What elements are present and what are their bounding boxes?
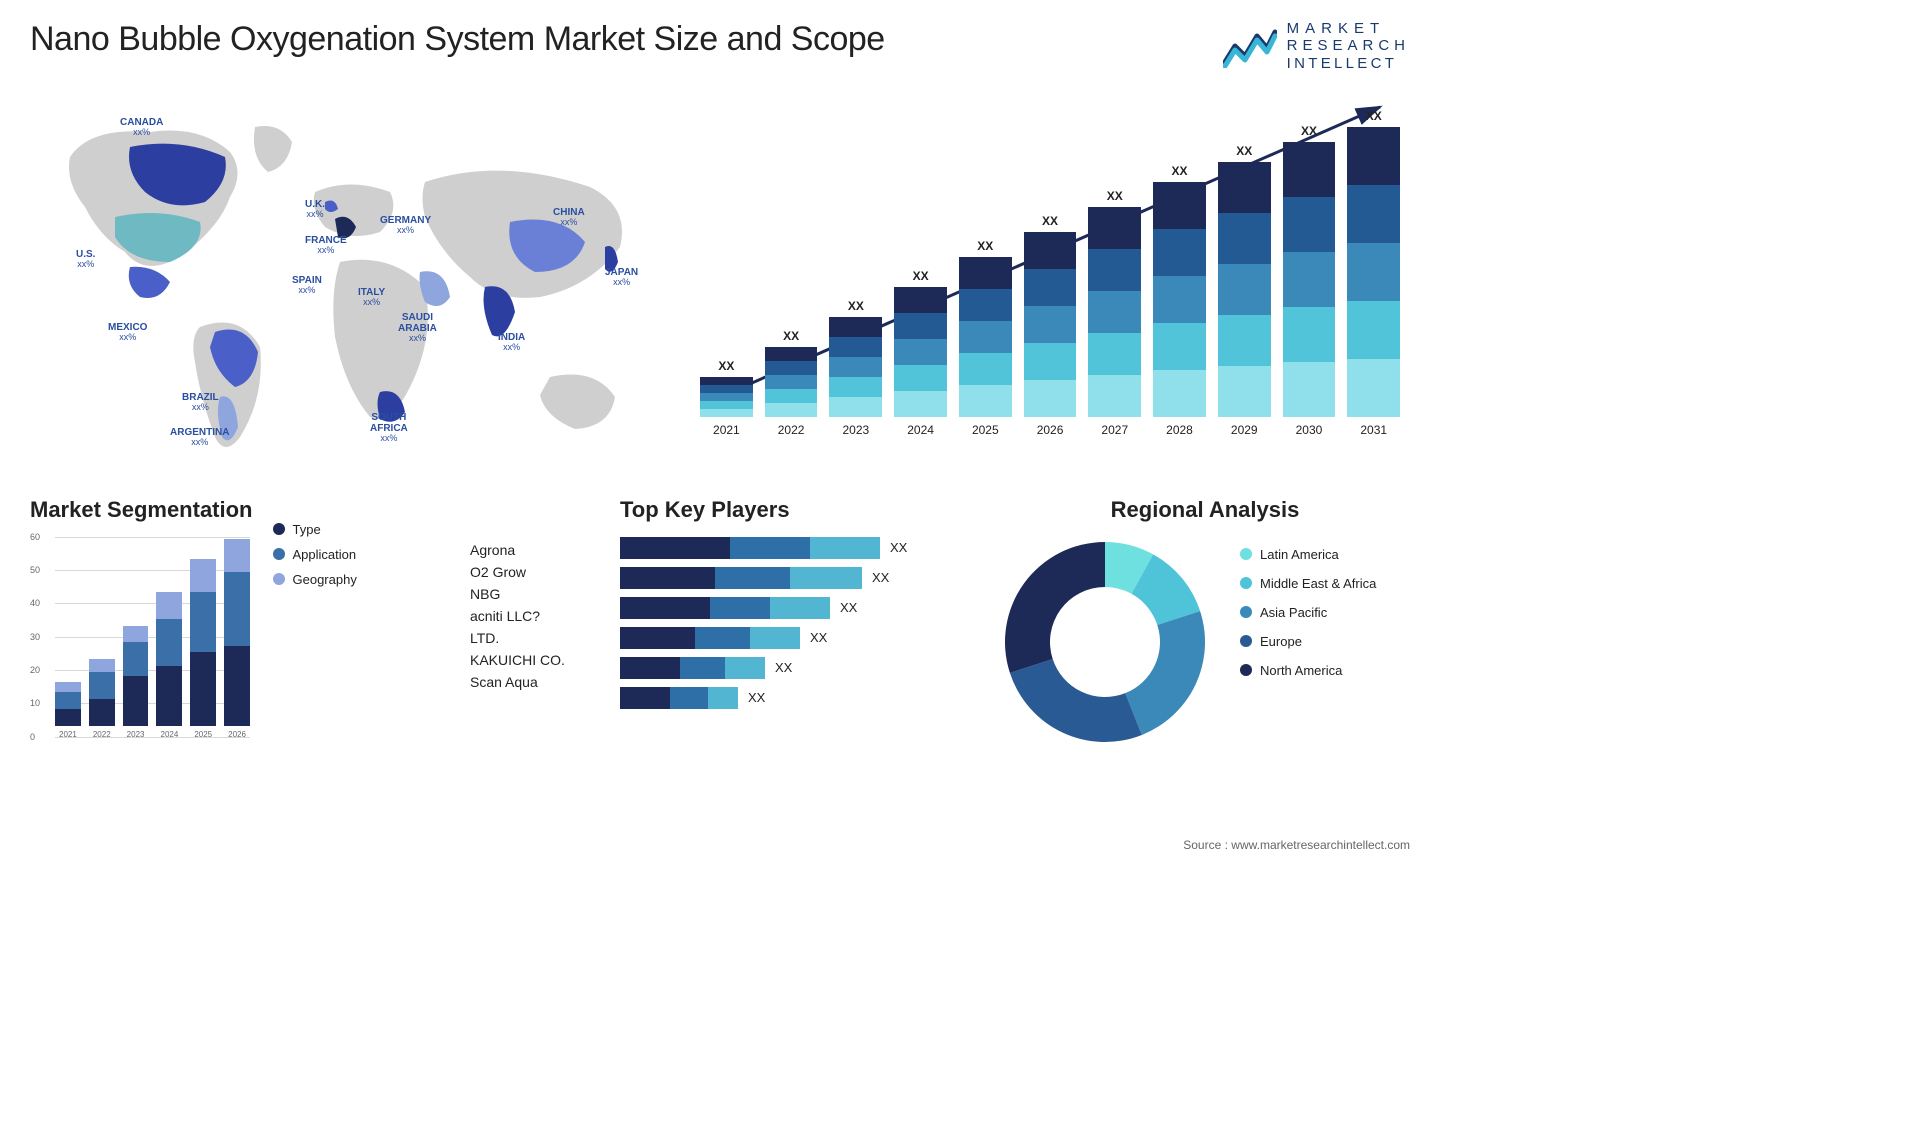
legend-item: Type (273, 522, 357, 537)
segmentation-bar: 2025 (190, 559, 216, 739)
donut-slice (1125, 611, 1205, 735)
key-player-bar: XX (620, 657, 970, 679)
growth-bar: XX2023 (829, 299, 882, 437)
donut-slice (1005, 542, 1105, 673)
world-map-svg (30, 97, 650, 467)
legend-item: Latin America (1240, 547, 1376, 562)
regional-legend: Latin America Middle East & Africa Asia Pa… (1240, 537, 1376, 678)
map-country-label: SPAINxx% (292, 275, 322, 296)
segmentation-bar: 2026 (224, 539, 250, 739)
growth-bar: XX2031 (1347, 109, 1400, 437)
map-country-label: CANADAxx% (120, 117, 163, 138)
logo-mark-icon (1223, 24, 1277, 68)
legend-item: Asia Pacific (1240, 605, 1376, 620)
players-side-list: Agrona O2 Grow NBG acniti LLC? LTD. KAKUICHI … (470, 497, 590, 690)
growth-bar: XX2024 (894, 269, 947, 437)
map-country-label: FRANCExx% (305, 235, 347, 256)
segmentation-title: Market Segmentation (30, 497, 253, 523)
segmentation-chart: 202120222023202420252026 0102030405060 (30, 537, 250, 757)
map-country-label: BRAZILxx% (182, 392, 219, 413)
key-players-chart: XX XX XX XX XX XX (620, 537, 970, 709)
brand-logo: MARKET RESEARCH INTELLECT (1223, 20, 1410, 72)
growth-bar: XX2022 (765, 329, 818, 437)
regional-title: Regional Analysis (1000, 497, 1410, 523)
map-country-label: CHINAxx% (553, 207, 585, 228)
player-name: O2 Grow (470, 564, 590, 580)
map-country-label: GERMANYxx% (380, 215, 431, 236)
growth-bar: XX2028 (1153, 164, 1206, 437)
logo-text-3: INTELLECT (1287, 55, 1410, 72)
key-player-bar: XX (620, 627, 970, 649)
key-player-bar: XX (620, 687, 970, 709)
player-name: NBG (470, 586, 590, 602)
player-name: Agrona (470, 542, 590, 558)
growth-bar: XX2029 (1218, 144, 1271, 437)
player-name: KAKUICHI CO. (470, 652, 590, 668)
segmentation-bar: 2024 (156, 592, 182, 738)
legend-item: Europe (1240, 634, 1376, 649)
legend-item: Application (273, 547, 357, 562)
growth-bar: XX2030 (1283, 124, 1336, 437)
growth-bar: XX2027 (1088, 189, 1141, 437)
map-country-label: SOUTHAFRICAxx% (370, 412, 408, 444)
regional-donut-chart (1000, 537, 1210, 747)
page-title: Nano Bubble Oxygenation System Market Si… (30, 20, 885, 59)
map-country-label: U.K.xx% (305, 199, 325, 220)
key-player-bar: XX (620, 537, 970, 559)
growth-bar: XX2021 (700, 359, 753, 437)
segmentation-bar: 2021 (55, 682, 81, 738)
legend-item: North America (1240, 663, 1376, 678)
map-country-label: JAPANxx% (605, 267, 638, 288)
key-player-bar: XX (620, 567, 970, 589)
legend-item: Middle East & Africa (1240, 576, 1376, 591)
segmentation-bar: 2023 (123, 626, 149, 739)
world-map: CANADAxx% U.S.xx% MEXICOxx% BRAZILxx% ARGENT… (30, 97, 650, 467)
segmentation-bar: 2022 (89, 659, 115, 739)
map-country-label: MEXICOxx% (108, 322, 147, 343)
map-country-label: ITALYxx% (358, 287, 385, 308)
donut-slice (1010, 659, 1142, 742)
map-country-label: SAUDIARABIAxx% (398, 312, 437, 344)
segmentation-legend: Type Application Geography (273, 497, 357, 757)
map-country-label: ARGENTINAxx% (170, 427, 229, 448)
player-name: Scan Aqua (470, 674, 590, 690)
map-country-label: INDIAxx% (498, 332, 525, 353)
growth-bar: XX2026 (1024, 214, 1077, 437)
map-country-label: U.S.xx% (76, 249, 95, 270)
player-name: acniti LLC? (470, 608, 590, 624)
logo-text-2: RESEARCH (1287, 37, 1410, 54)
growth-bar-chart: XX2021XX2022XX2023XX2024XX2025XX2026XX20… (690, 97, 1410, 467)
logo-text-1: MARKET (1287, 20, 1410, 37)
growth-bar: XX2025 (959, 239, 1012, 437)
source-attribution: Source : www.marketresearchintellect.com (1183, 838, 1410, 852)
legend-item: Geography (273, 572, 357, 587)
key-players-title: Top Key Players (620, 497, 970, 523)
player-name: LTD. (470, 630, 590, 646)
key-player-bar: XX (620, 597, 970, 619)
